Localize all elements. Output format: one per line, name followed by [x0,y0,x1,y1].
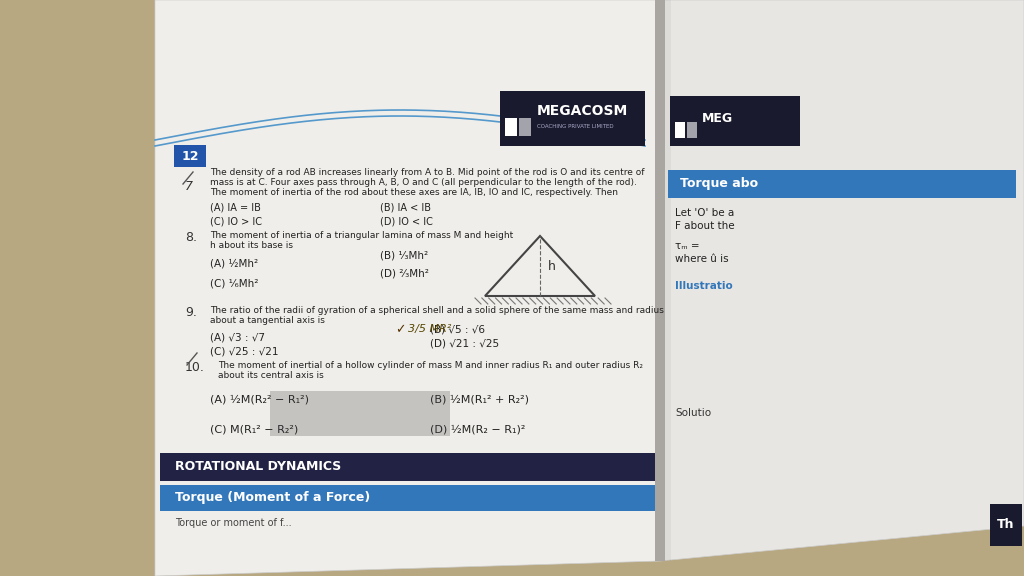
Text: (A) ½M(R₂² − R₁²): (A) ½M(R₂² − R₁²) [210,394,309,404]
Text: The density of a rod AB increases linearly from A to B. Mid point of the rod is : The density of a rod AB increases linear… [210,168,644,177]
FancyBboxPatch shape [500,91,645,146]
Text: 8.: 8. [185,231,197,244]
Text: (D) √21 : √25: (D) √21 : √25 [430,338,499,348]
FancyBboxPatch shape [990,504,1022,546]
Text: (C) M(R₁² − R₂²): (C) M(R₁² − R₂²) [210,424,298,434]
Text: ROTATIONAL DYNAMICS: ROTATIONAL DYNAMICS [175,460,341,473]
Polygon shape [155,0,660,576]
Text: mass is at C. Four axes pass through A, B, O and C (all perpendicular to the len: mass is at C. Four axes pass through A, … [210,178,637,187]
Polygon shape [270,391,450,436]
Text: (C) IO > IC: (C) IO > IC [210,216,262,226]
Polygon shape [660,0,1024,561]
Text: Illustratio: Illustratio [675,281,733,291]
Text: (B) √5 : √6: (B) √5 : √6 [430,324,485,334]
Text: Let 'O' be a: Let 'O' be a [675,208,734,218]
Text: h: h [548,260,556,272]
Text: Torque or moment of f...: Torque or moment of f... [175,518,292,528]
Text: MEGACOSM: MEGACOSM [537,104,629,118]
Text: about its central axis is: about its central axis is [218,371,324,380]
FancyBboxPatch shape [505,118,517,136]
Text: 9.: 9. [185,306,197,319]
Text: COACHING PRIVATE LIMITED: COACHING PRIVATE LIMITED [537,123,613,128]
Text: (B) ¹⁄₃Mh²: (B) ¹⁄₃Mh² [380,250,428,260]
Text: The ratio of the radii of gyration of a spherical shell and a solid sphere of th: The ratio of the radii of gyration of a … [210,306,664,315]
Text: Solutio: Solutio [675,408,711,418]
Text: The moment of inertia of the rod about these axes are IA, IB, IO and IC, respect: The moment of inertia of the rod about t… [210,188,618,197]
Text: Torque (Moment of a Force): Torque (Moment of a Force) [175,491,371,505]
FancyBboxPatch shape [675,122,685,138]
Text: (A) ½Mh²: (A) ½Mh² [210,258,258,268]
Text: The moment of inertia of a triangular lamina of mass M and height: The moment of inertia of a triangular la… [210,231,513,240]
Text: F about the: F about the [675,221,734,231]
Polygon shape [655,0,665,561]
Text: The moment of inertial of a hollow cylinder of mass M and inner radius R₁ and ou: The moment of inertial of a hollow cylin… [218,361,643,370]
FancyBboxPatch shape [160,453,655,481]
FancyBboxPatch shape [687,122,697,138]
Text: (B) ½M(R₁² + R₂²): (B) ½M(R₁² + R₂²) [430,394,529,404]
Text: (D) IO < IC: (D) IO < IC [380,216,433,226]
Text: ✓: ✓ [395,323,406,336]
Text: (C) ¹⁄₆Mh²: (C) ¹⁄₆Mh² [210,278,258,288]
Text: 10.: 10. [185,361,205,374]
FancyBboxPatch shape [174,145,206,167]
FancyBboxPatch shape [160,485,655,511]
Text: Torque abo: Torque abo [680,177,758,191]
Text: (A) √3 : √7: (A) √3 : √7 [210,332,265,342]
FancyBboxPatch shape [668,170,1016,198]
Text: where û is: where û is [675,254,729,264]
FancyBboxPatch shape [670,96,800,146]
Text: (B) IA < IB: (B) IA < IB [380,202,431,212]
Text: 3/5 MR²: 3/5 MR² [408,324,452,334]
Text: h about its base is: h about its base is [210,241,293,250]
Text: Th: Th [997,518,1015,532]
Text: 12: 12 [181,150,199,162]
Text: about a tangential axis is: about a tangential axis is [210,316,325,325]
Text: MEG: MEG [702,112,733,124]
Text: τₘ =: τₘ = [675,241,699,251]
Text: (A) IA = IB: (A) IA = IB [210,202,261,212]
FancyBboxPatch shape [519,118,531,136]
Text: 7: 7 [185,180,193,193]
Text: (D) ½M(R₂ − R₁)²: (D) ½M(R₂ − R₁)² [430,424,525,434]
Text: (D) ²⁄₃Mh²: (D) ²⁄₃Mh² [380,268,429,278]
Text: (C) √25 : √21: (C) √25 : √21 [210,346,279,356]
